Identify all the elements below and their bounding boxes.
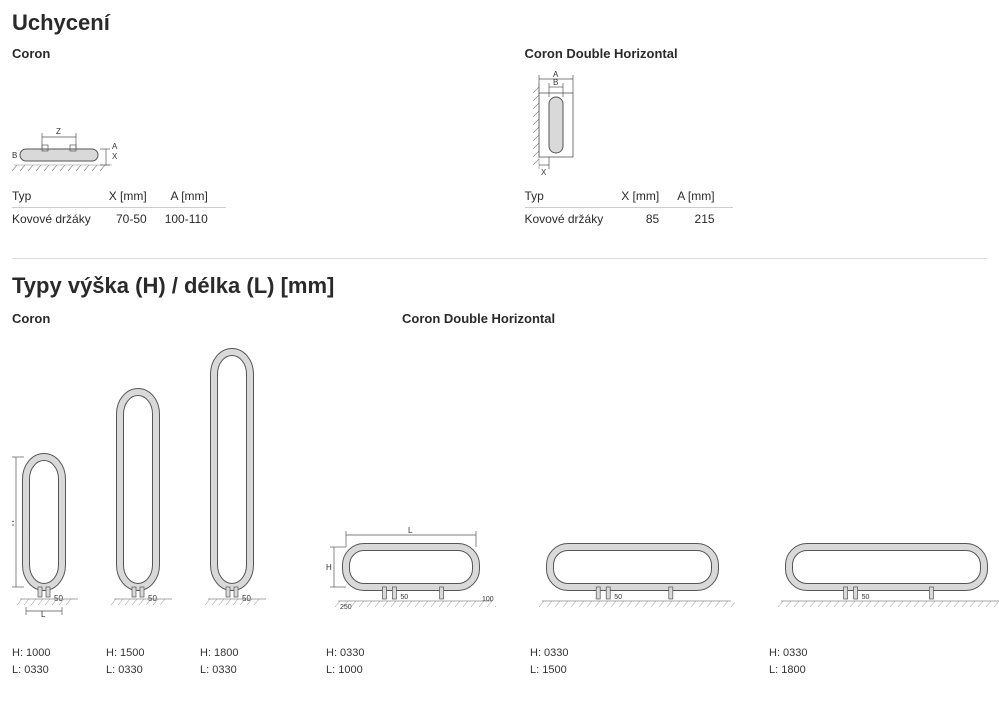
svg-text:L: L	[41, 610, 46, 617]
types-coron: Coron	[12, 311, 352, 334]
mounting-row: Coron Z	[12, 46, 987, 230]
td-typ: Kovové držáky	[525, 208, 622, 231]
horizontal-item: 50 H: 0330L: 1800	[769, 527, 999, 678]
th-a: A [mm]	[677, 185, 732, 208]
svg-text:X: X	[541, 168, 547, 177]
section2-title: Typy výška (H) / délka (L) [mm]	[12, 273, 987, 299]
td-a: 100-110	[165, 208, 226, 231]
td-x: 70-50	[109, 208, 165, 231]
th-x: X [mm]	[109, 185, 165, 208]
coron-dh-label: Coron Double Horizontal	[525, 46, 988, 61]
coron-diagram: Z B X A	[12, 69, 475, 179]
section1-title: Uchycení	[12, 10, 987, 36]
svg-text:X: X	[112, 152, 118, 161]
coron-label: Coron	[12, 46, 475, 61]
types-coron-dh-label: Coron Double Horizontal	[402, 311, 555, 326]
td-typ: Kovové držáky	[12, 208, 109, 231]
types-coron-dh: Coron Double Horizontal	[402, 311, 555, 334]
coron-table: Typ X [mm] A [mm] Kovové držáky 70-50 10…	[12, 185, 226, 230]
svg-text:50: 50	[400, 594, 408, 601]
horizontal-item: 50 H: 0330L: 1500	[530, 527, 735, 678]
vertical-item: 50 H L H: 1000L: 0330	[12, 447, 88, 678]
vertical-item: 50 H: 1500L: 0330	[106, 382, 182, 678]
svg-text:B: B	[12, 151, 17, 160]
horizontal-item: 50 L H 250 100 H: 0330L: 1000	[326, 527, 496, 678]
svg-text:L: L	[408, 527, 413, 535]
th-x: X [mm]	[621, 185, 677, 208]
coron-dh-diagram: A B X	[525, 69, 988, 179]
svg-text:100: 100	[482, 596, 494, 603]
svg-text:50: 50	[862, 594, 870, 601]
svg-text:H: H	[326, 563, 332, 572]
th-typ: Typ	[12, 185, 109, 208]
vertical-items: 50 H L H: 1000L: 0330 50 H: 1500L: 0330	[12, 342, 276, 678]
mounting-coron: Coron Z	[12, 46, 475, 230]
td-a: 215	[677, 208, 732, 231]
mounting-coron-dh: Coron Double Horizontal	[525, 46, 988, 230]
types-row: Coron Coron Double Horizontal	[12, 311, 987, 334]
horizontal-items: 50 L H 250 100 H: 0330L: 1000 50 H: 0330…	[326, 527, 999, 678]
th-a: A [mm]	[165, 185, 226, 208]
td-x: 85	[621, 208, 677, 231]
th-typ: Typ	[525, 185, 622, 208]
svg-text:50: 50	[614, 594, 622, 601]
svg-text:A: A	[112, 142, 118, 151]
coron-dh-table: Typ X [mm] A [mm] Kovové držáky 85 215	[525, 185, 733, 230]
svg-text:Z: Z	[56, 127, 61, 136]
svg-text:B: B	[553, 78, 558, 87]
svg-text:H: H	[12, 520, 16, 526]
types-coron-label: Coron	[12, 311, 352, 326]
svg-text:250: 250	[340, 604, 352, 611]
vertical-item: 50 H: 1800L: 0330	[200, 342, 276, 678]
